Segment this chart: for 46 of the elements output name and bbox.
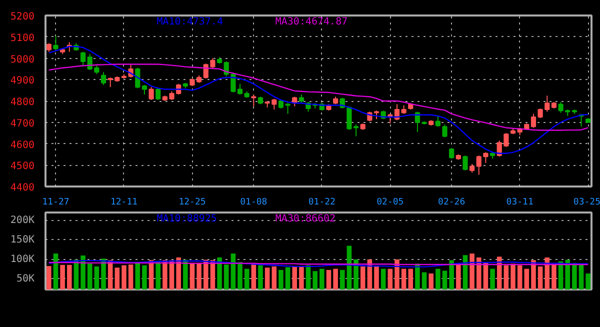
candlestick bbox=[462, 155, 468, 171]
text: MA10:4737.4 bbox=[156, 16, 223, 28]
x-tick-label: 02-26 bbox=[438, 198, 466, 208]
candlestick bbox=[142, 84, 148, 96]
y-tick-label: 50K bbox=[16, 273, 34, 284]
x-tick-label: 12-25 bbox=[178, 198, 206, 208]
y-tick-label: 5100 bbox=[10, 32, 35, 44]
line-series bbox=[48, 260, 589, 268]
y-tick-label: 4700 bbox=[10, 118, 35, 130]
x-tick-label: 03-11 bbox=[506, 198, 534, 208]
text: MA30:4674.87 bbox=[275, 16, 348, 28]
text: MA30:86602 bbox=[275, 214, 336, 224]
candlestick bbox=[251, 94, 256, 107]
x-tick-label: 01-22 bbox=[308, 198, 336, 208]
x-tick-label: 11-27 bbox=[42, 198, 70, 208]
candlestick bbox=[476, 155, 482, 176]
candlestick bbox=[558, 102, 564, 114]
candlestick bbox=[435, 115, 440, 128]
y-tick-label: 4400 bbox=[10, 182, 35, 194]
candlestick bbox=[237, 83, 243, 96]
candlestick bbox=[53, 35, 58, 52]
x-tick-label: 03-25 bbox=[573, 198, 600, 208]
x-tick-label: 01-08 bbox=[240, 198, 268, 208]
candlestick bbox=[530, 113, 536, 128]
candlestick bbox=[100, 72, 106, 86]
y-tick-label: 200K bbox=[10, 214, 35, 226]
y-tick-label: 150K bbox=[10, 234, 35, 246]
y-tick-label: 5200 bbox=[10, 12, 35, 22]
candlestick bbox=[442, 124, 448, 138]
candlestick bbox=[483, 152, 488, 164]
candlestick bbox=[449, 148, 454, 160]
candlestick bbox=[538, 108, 543, 119]
candlestick bbox=[388, 113, 393, 124]
candlestick bbox=[544, 95, 550, 112]
y-tick-label: 4500 bbox=[10, 161, 35, 172]
y-tick-label: 5000 bbox=[10, 54, 35, 66]
candlestick bbox=[148, 86, 154, 100]
text: MA10:88925 bbox=[156, 214, 217, 224]
x-tick-label: 12-11 bbox=[110, 198, 138, 208]
candlestick bbox=[135, 67, 140, 89]
y-tick-label: 4900 bbox=[10, 76, 35, 87]
candlestick bbox=[80, 51, 86, 66]
y-tick-label: 4600 bbox=[10, 140, 35, 151]
y-tick-label: 4800 bbox=[10, 97, 35, 108]
x-tick-label: 02-05 bbox=[376, 198, 404, 208]
y-tick-label: 100K bbox=[10, 254, 35, 265]
